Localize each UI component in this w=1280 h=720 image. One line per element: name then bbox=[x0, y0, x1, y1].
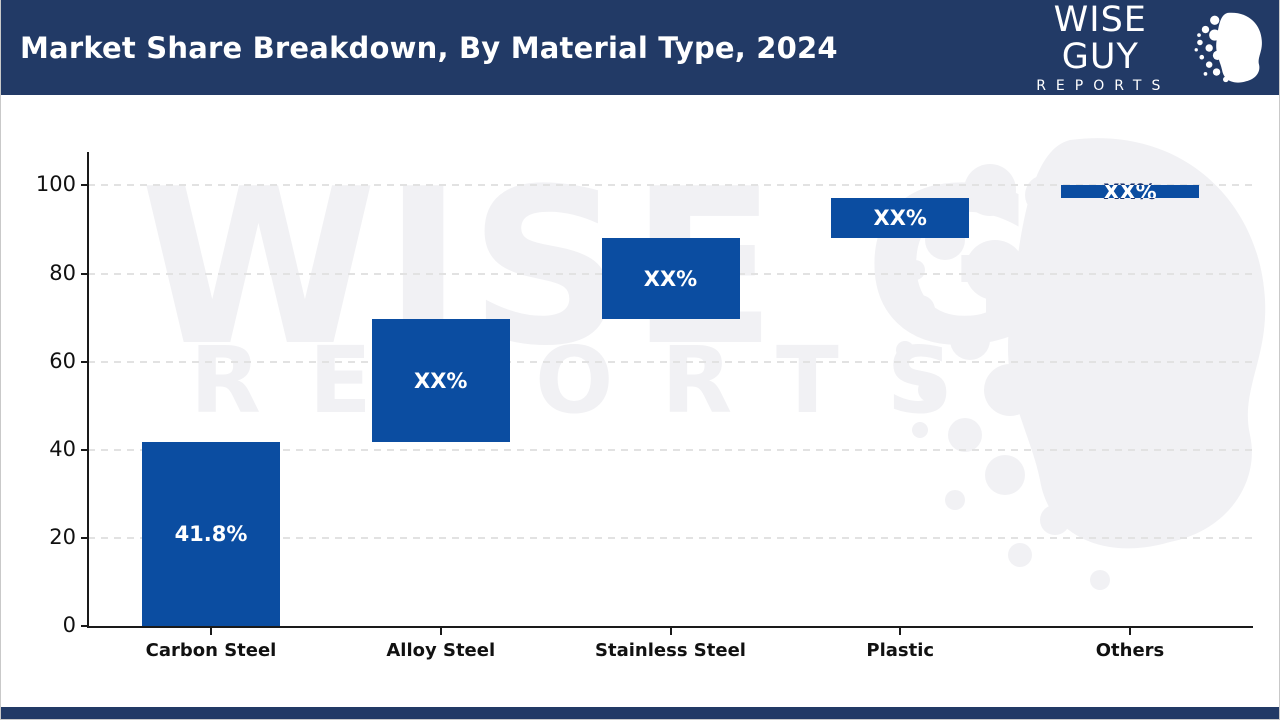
chart-title: Market Share Breakdown, By Material Type… bbox=[20, 30, 838, 65]
y-tick-0 bbox=[81, 625, 88, 627]
bar-value-label: XX% bbox=[643, 266, 698, 291]
footer-bar bbox=[0, 707, 1280, 720]
gridline-40 bbox=[88, 448, 1253, 451]
logo-wordmark: WISE GUY bbox=[1053, 0, 1147, 77]
x-tick-0 bbox=[210, 628, 212, 635]
y-tick-40 bbox=[81, 448, 88, 451]
y-tick-label-100: 100 bbox=[35, 172, 76, 197]
bar-others: XX%XX% bbox=[1061, 180, 1199, 204]
y-tick-label-0: 0 bbox=[62, 613, 76, 637]
y-axis-line bbox=[87, 152, 89, 628]
bar-fill: 41.8% bbox=[142, 441, 280, 626]
bar-alloy-steel: XX%XX% bbox=[371, 319, 510, 442]
wise-guy-logo: WISE GUY REPORTS bbox=[1016, 2, 1266, 94]
gridline-100 bbox=[88, 184, 1253, 187]
bar-value-label: XX% bbox=[414, 368, 468, 393]
y-tick-80 bbox=[81, 272, 88, 275]
x-tick-1 bbox=[439, 628, 442, 635]
y-tick-20 bbox=[81, 536, 88, 539]
x-tick-3 bbox=[899, 628, 902, 635]
bar-value-label: XX% bbox=[873, 205, 927, 230]
logo-subtitle: REPORTS bbox=[1036, 77, 1171, 94]
y-tick-60 bbox=[81, 360, 88, 363]
x-axis-line bbox=[87, 626, 1253, 628]
bar-value-label: 41.8% bbox=[174, 521, 248, 546]
bar-stainless-steel: XX%XX% bbox=[601, 237, 740, 320]
category-label-4: Others bbox=[1095, 640, 1165, 661]
category-label-0: Carbon Steel bbox=[145, 640, 277, 661]
y-tick-label-20: 20 bbox=[49, 524, 76, 549]
x-tick-2 bbox=[669, 628, 672, 635]
bar-fill: XX% bbox=[601, 237, 740, 320]
bar-fill: XX% bbox=[371, 319, 510, 442]
bar-carbon-steel: 41.8%41.8% bbox=[142, 441, 280, 626]
watermark-head-icon bbox=[896, 138, 1266, 590]
y-tick-label-60: 60 bbox=[49, 348, 76, 373]
bar-fill: XX% bbox=[831, 198, 970, 238]
watermark-subtitle: REPORTS bbox=[190, 327, 1002, 434]
gridline-20 bbox=[88, 536, 1253, 539]
header-bar: Market Share Breakdown, By Material Type… bbox=[0, 0, 1280, 95]
category-label-2: Stainless Steel bbox=[595, 640, 746, 661]
category-label-1: Alloy Steel bbox=[386, 640, 496, 661]
y-tick-label-80: 80 bbox=[49, 260, 76, 285]
category-label-3: Plastic bbox=[866, 640, 935, 661]
y-tick-100 bbox=[81, 184, 88, 187]
gridline-60 bbox=[88, 360, 1253, 363]
x-tick-4 bbox=[1129, 628, 1131, 635]
y-tick-label-40: 40 bbox=[49, 436, 76, 461]
bar-plastic: XX%XX% bbox=[831, 198, 970, 238]
bar-value-label: XX% bbox=[1103, 185, 1157, 199]
logo-head-icon bbox=[1194, 12, 1262, 83]
logo-text: WISE GUY REPORTS bbox=[1016, 2, 1185, 94]
bar-fill: XX% bbox=[1061, 185, 1199, 199]
